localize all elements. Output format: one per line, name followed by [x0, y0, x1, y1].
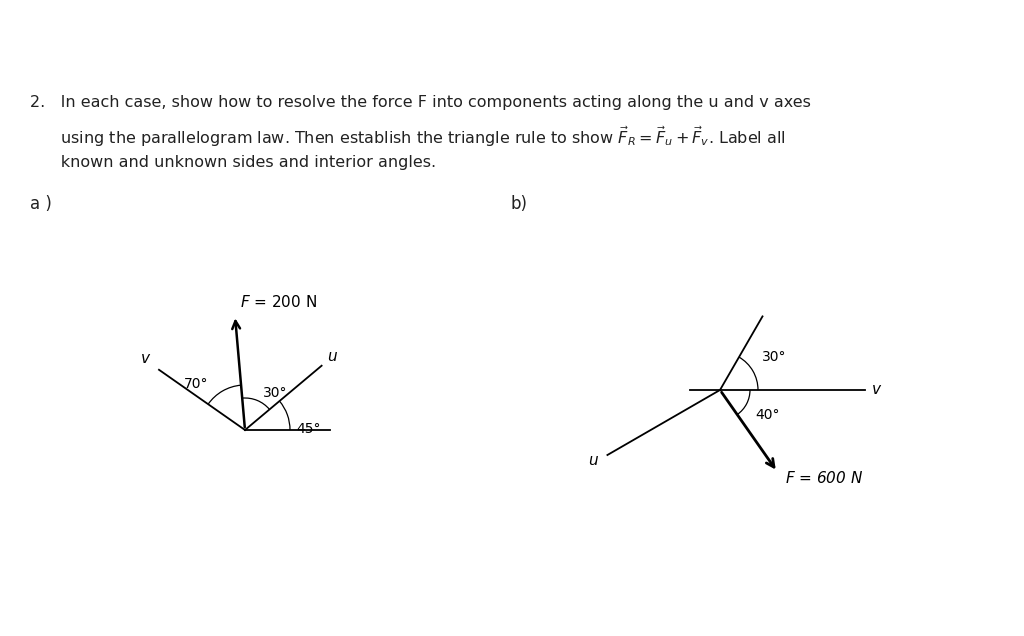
Text: $u$: $u$: [327, 349, 338, 364]
Text: a ): a ): [30, 195, 52, 213]
Text: using the parallelogram law. Then establish the triangle rule to show $\vec{F}_R: using the parallelogram law. Then establ…: [30, 125, 785, 149]
Text: 40°: 40°: [756, 408, 780, 422]
Text: $F$ = 600 N: $F$ = 600 N: [785, 470, 863, 486]
Text: b): b): [510, 195, 527, 213]
Text: $v$: $v$: [871, 382, 883, 398]
Text: 30°: 30°: [762, 350, 786, 364]
Text: 45°: 45°: [297, 422, 322, 436]
Text: known and unknown sides and interior angles.: known and unknown sides and interior ang…: [30, 155, 436, 170]
Text: 2.   In each case, show how to resolve the force F into components acting along : 2. In each case, show how to resolve the…: [30, 95, 811, 110]
Text: $u$: $u$: [589, 453, 599, 468]
Text: $F$ = 200 N: $F$ = 200 N: [240, 294, 317, 310]
Text: 70°: 70°: [184, 377, 209, 391]
Text: $v$: $v$: [139, 351, 151, 366]
Text: 30°: 30°: [262, 386, 287, 400]
